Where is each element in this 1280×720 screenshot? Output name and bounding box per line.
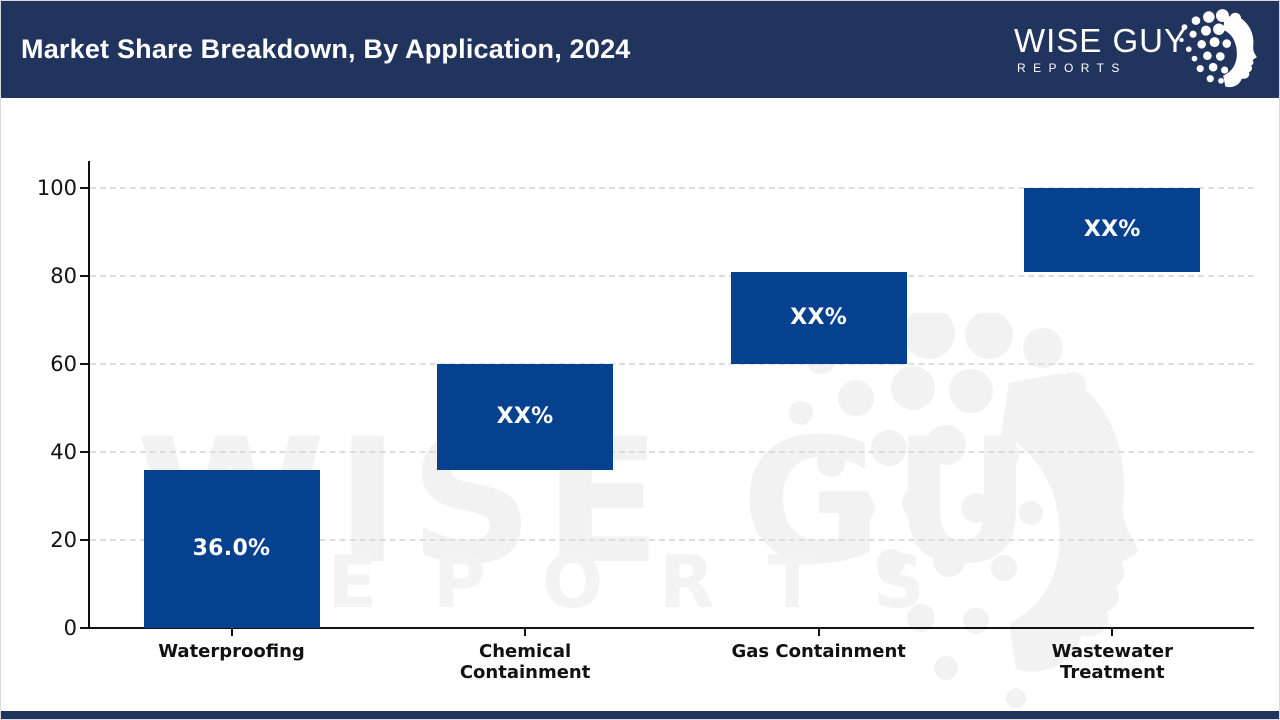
y-tick-mark <box>80 275 88 277</box>
header-bar: Market Share Breakdown, By Application, … <box>1 1 1279 98</box>
x-category-label: Wastewater Treatment <box>1051 641 1173 683</box>
bar-value-label: XX% <box>1083 217 1141 243</box>
x-category-label: Gas Containment <box>731 641 906 662</box>
x-tick-mark <box>230 629 233 636</box>
bar-value-label: XX% <box>790 305 848 331</box>
page-title: Market Share Breakdown, By Application, … <box>21 34 631 64</box>
x-category-label: Waterproofing <box>158 641 305 662</box>
footer-bar <box>1 711 1279 719</box>
gridline <box>90 275 1254 277</box>
y-tick-mark <box>80 187 88 189</box>
y-tick-label: 0 <box>63 616 77 640</box>
watermark-tagline: REPORTS <box>216 540 981 624</box>
x-tick-mark <box>817 629 820 636</box>
brand-logo-text: WISE GUY REPORTS <box>1013 22 1187 76</box>
x-tick-mark <box>1111 629 1114 636</box>
bar: XX% <box>437 364 614 470</box>
y-axis-line <box>88 161 90 628</box>
y-tick-label: 60 <box>50 352 77 376</box>
bar: 36.0% <box>143 469 320 628</box>
brand-logo: WISE GUY REPORTS <box>1014 8 1259 92</box>
dotted-head-icon <box>1179 8 1257 87</box>
brand-tagline: REPORTS <box>1016 61 1127 75</box>
gridline <box>90 539 1254 541</box>
bar-value-label: 36.0% <box>192 536 271 562</box>
gridline <box>90 187 1254 189</box>
brand-name: WISE GUY <box>1013 22 1187 59</box>
y-tick-mark <box>80 451 88 453</box>
gridline <box>90 451 1254 453</box>
bar-value-label: XX% <box>496 404 554 430</box>
y-tick-mark <box>80 627 88 629</box>
x-axis-line <box>88 627 1254 629</box>
y-tick-label: 100 <box>36 176 77 200</box>
bar: XX% <box>730 271 907 364</box>
x-tick-mark <box>524 629 527 636</box>
x-category-label: Chemical Containment <box>459 641 591 683</box>
y-tick-label: 40 <box>50 440 77 464</box>
chart-plot-area: WISE GU REPORTS 0 20 40 60 80 100 36.0% Waterpr… <box>1 98 1279 713</box>
bar: XX% <box>1024 188 1201 272</box>
y-tick-label: 20 <box>50 528 77 552</box>
gridline <box>90 363 1254 365</box>
y-tick-mark <box>80 539 88 541</box>
y-tick-mark <box>80 363 88 365</box>
y-tick-label: 80 <box>50 264 77 288</box>
